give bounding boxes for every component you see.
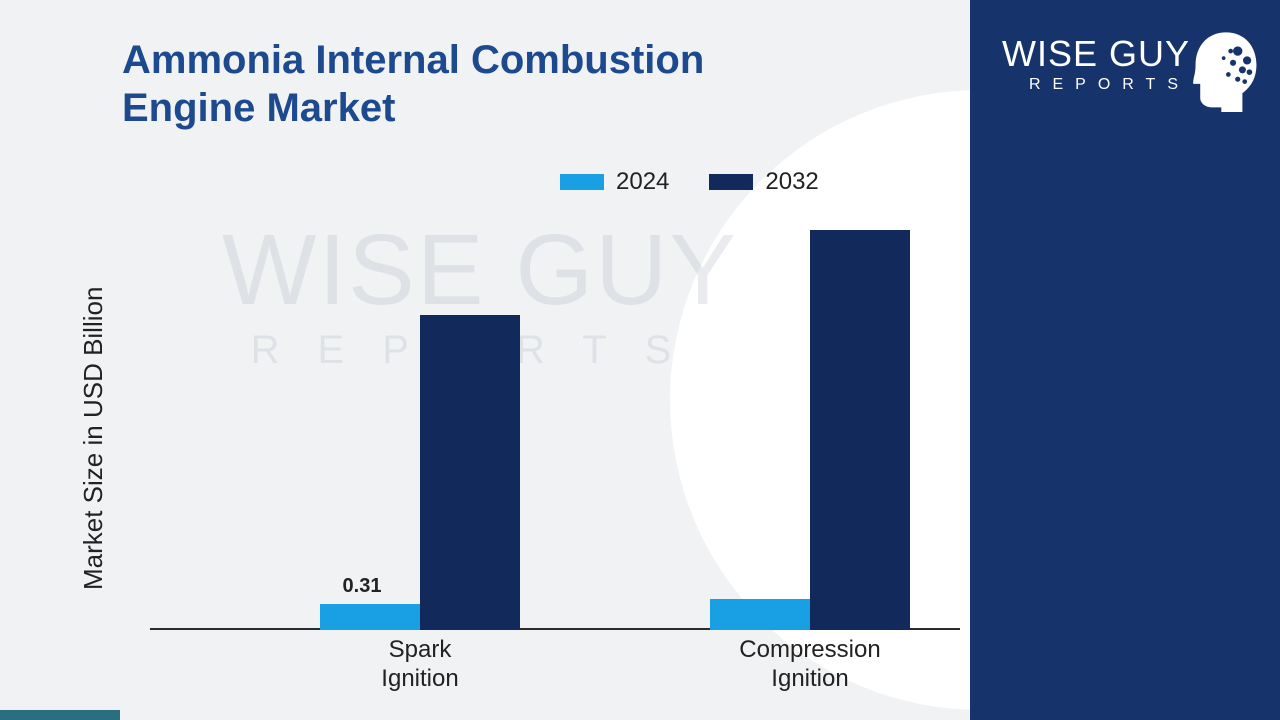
legend-swatch xyxy=(560,174,604,190)
plot-area: 0.31 xyxy=(150,210,960,630)
legend-swatch xyxy=(709,174,753,190)
legend-item: 2032 xyxy=(709,168,818,196)
legend-label: 2024 xyxy=(616,168,669,196)
category-label: Spark Ignition xyxy=(310,636,530,694)
brand-head-icon xyxy=(1190,30,1262,112)
bar xyxy=(420,315,520,630)
legend-label: 2032 xyxy=(765,168,818,196)
chart-canvas: WISE GUY REPORTS Ammonia Internal Combus… xyxy=(0,0,1280,720)
bar xyxy=(810,230,910,630)
brand-logo-main: WISE GUY xyxy=(1002,36,1190,72)
y-axis-label: Market Size in USD Billion xyxy=(78,287,109,590)
bar-group xyxy=(320,315,520,630)
bottom-accent xyxy=(0,710,120,720)
legend: 2024 2032 xyxy=(560,168,819,196)
bar-group xyxy=(710,230,910,630)
category-label: Compression Ignition xyxy=(700,636,920,694)
brand-logo: WISE GUY REPORTS xyxy=(1002,36,1190,94)
bar xyxy=(710,599,810,630)
bar xyxy=(320,604,420,630)
brand-logo-sub: REPORTS xyxy=(1002,76,1190,94)
chart-title: Ammonia Internal Combustion Engine Marke… xyxy=(122,36,742,132)
legend-item: 2024 xyxy=(560,168,669,196)
